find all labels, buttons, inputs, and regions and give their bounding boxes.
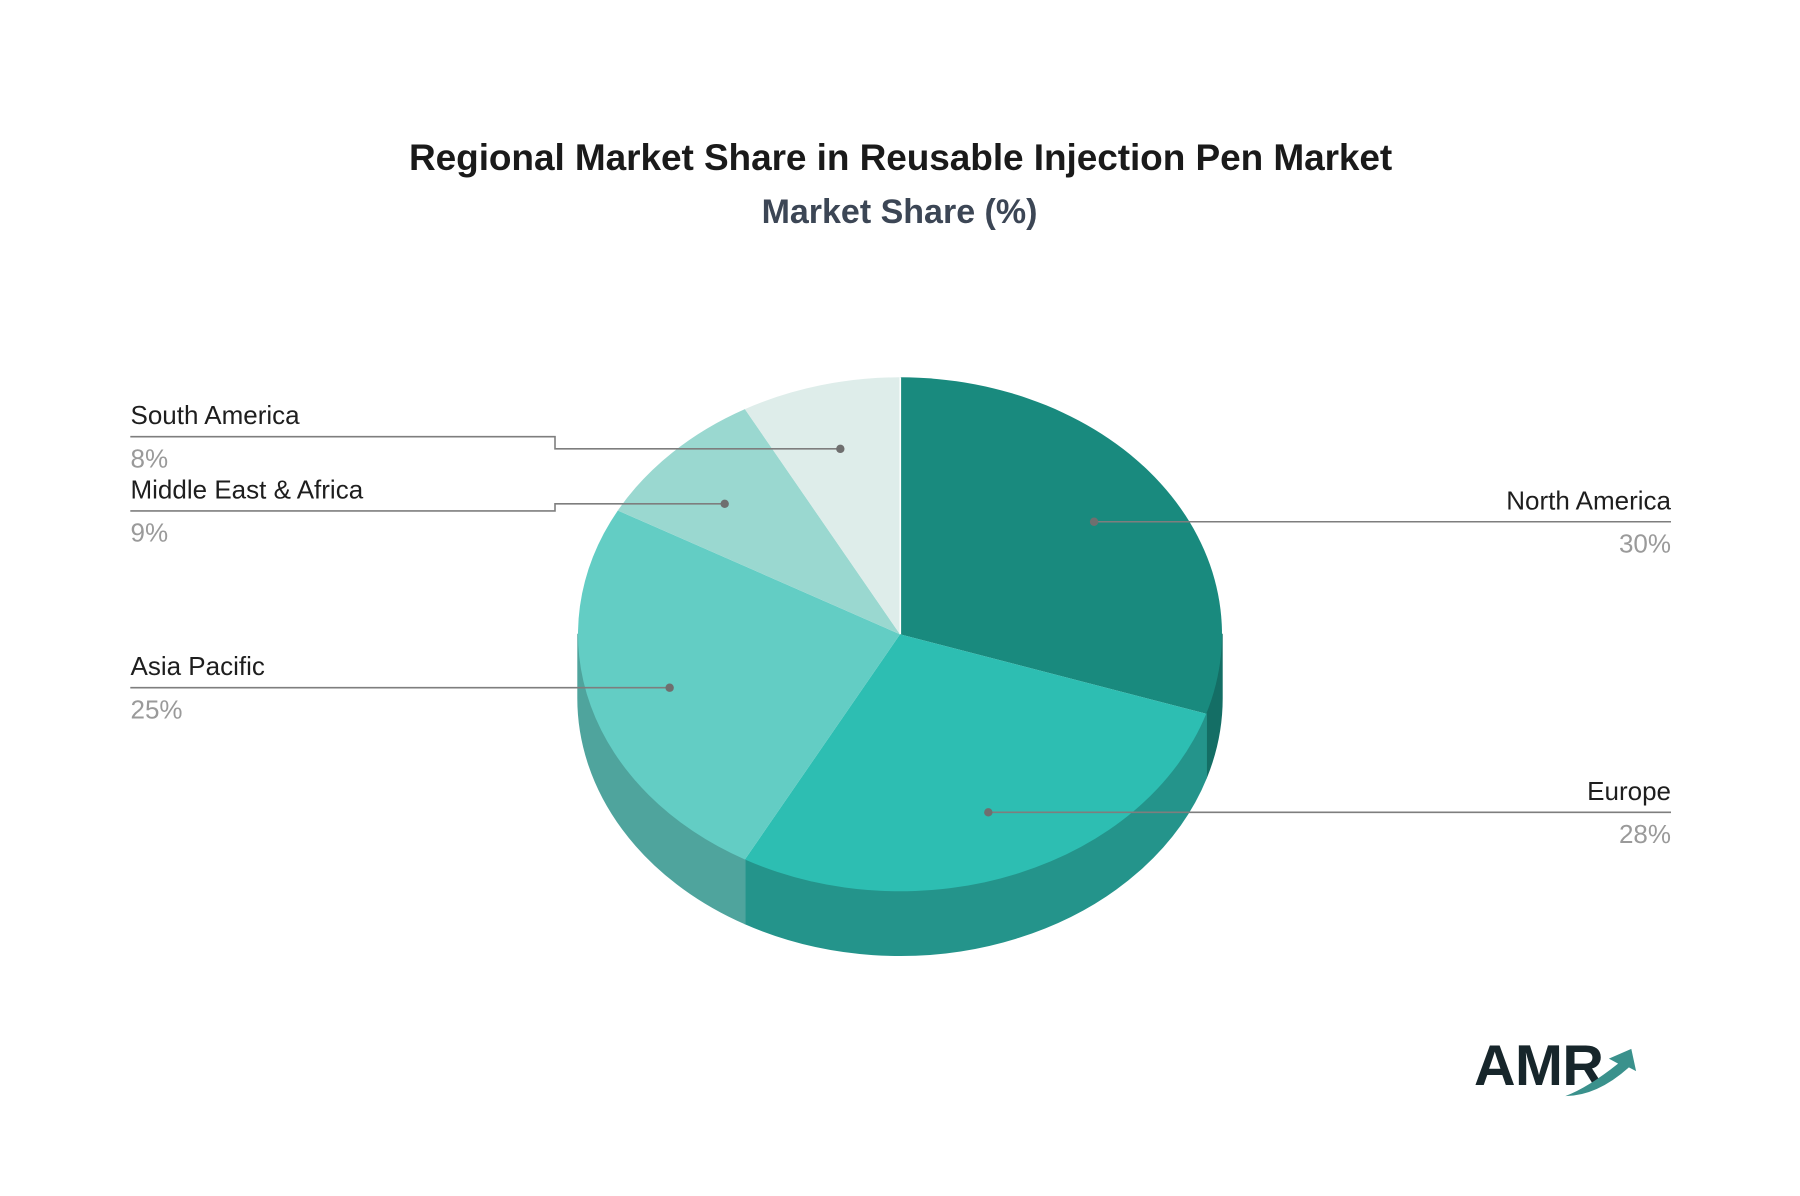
svg-text:Asia Pacific: Asia Pacific [131, 651, 265, 681]
svg-text:Europe: Europe [1587, 776, 1671, 806]
svg-text:25%: 25% [131, 695, 183, 725]
svg-text:8%: 8% [131, 444, 169, 474]
svg-text:30%: 30% [1619, 529, 1671, 559]
svg-text:9%: 9% [131, 518, 169, 548]
svg-text:28%: 28% [1619, 819, 1671, 849]
svg-text:North America: North America [1506, 485, 1671, 515]
svg-text:Middle East & Africa: Middle East & Africa [131, 474, 364, 504]
svg-text:South America: South America [131, 400, 301, 430]
svg-text:Regional Market Share in Reusa: Regional Market Share in Reusable Inject… [409, 137, 1392, 178]
svg-text:AMR: AMR [1474, 1034, 1603, 1098]
svg-text:Market Share (%): Market Share (%) [762, 193, 1038, 231]
